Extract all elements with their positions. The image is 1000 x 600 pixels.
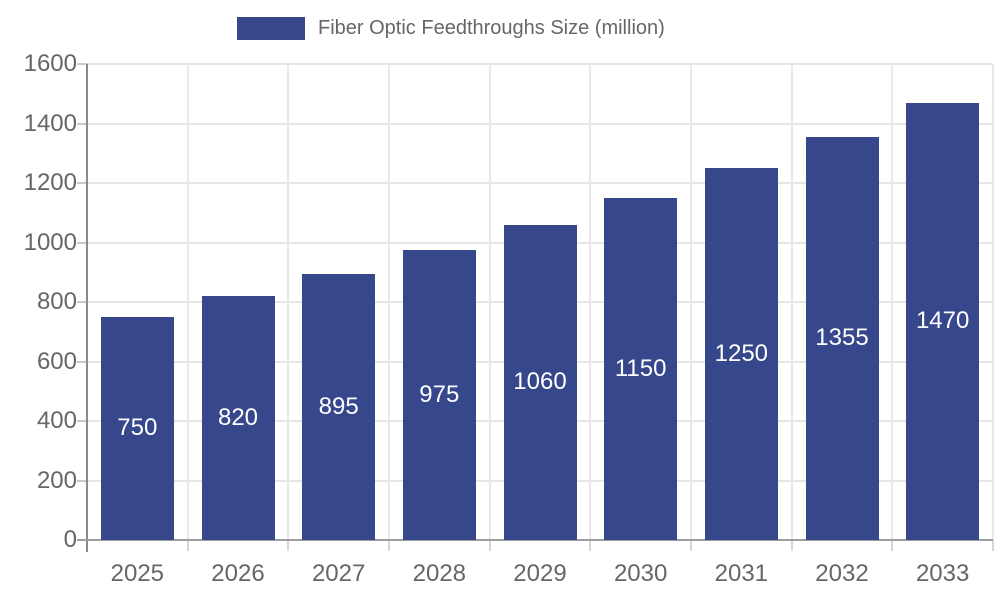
y-axis-tick bbox=[77, 301, 87, 303]
y-axis-line bbox=[86, 64, 88, 552]
bar[interactable] bbox=[201, 296, 275, 540]
h-gridline bbox=[87, 63, 993, 65]
y-tick-label: 200 bbox=[36, 466, 77, 494]
x-tick-label: 2028 bbox=[412, 560, 467, 587]
bar[interactable] bbox=[704, 168, 778, 540]
y-axis-tick bbox=[77, 360, 87, 363]
x-axis-tick bbox=[690, 540, 692, 551]
bar-value-label: 1470 bbox=[915, 307, 970, 335]
x-tick-label: 2026 bbox=[211, 560, 265, 587]
bar[interactable] bbox=[604, 197, 678, 540]
y-tick-label: 600 bbox=[36, 347, 77, 375]
y-axis-tick bbox=[77, 420, 87, 422]
x-tick-label: 2030 bbox=[613, 560, 668, 587]
y-axis-tick bbox=[77, 479, 87, 482]
x-tick-label: 2025 bbox=[110, 560, 165, 587]
y-axis-tick bbox=[77, 122, 87, 125]
legend-label: Fiber Optic Feedthroughs Size (million) bbox=[318, 17, 665, 39]
bar-value-label: 975 bbox=[419, 380, 460, 408]
bar-value-label: 1355 bbox=[815, 324, 869, 352]
h-gridline bbox=[87, 182, 993, 184]
y-tick-label: 1600 bbox=[23, 50, 77, 77]
x-axis-tick bbox=[388, 540, 390, 551]
bar[interactable] bbox=[805, 136, 879, 540]
v-gridline bbox=[690, 64, 692, 540]
v-gridline bbox=[186, 64, 189, 540]
y-axis-tick bbox=[77, 241, 87, 244]
v-gridline bbox=[891, 64, 894, 540]
x-axis-tick bbox=[589, 540, 592, 551]
v-gridline bbox=[488, 64, 491, 540]
v-gridline bbox=[388, 64, 390, 540]
v-gridline bbox=[992, 64, 994, 540]
bar[interactable] bbox=[100, 316, 174, 540]
bar[interactable] bbox=[906, 102, 980, 540]
bar[interactable] bbox=[302, 273, 376, 540]
bar[interactable] bbox=[503, 224, 577, 540]
x-axis-tick bbox=[287, 540, 290, 551]
v-gridline bbox=[287, 64, 290, 540]
x-axis-tick bbox=[790, 540, 793, 551]
legend[interactable]: Fiber Optic Feedthroughs Size (million) bbox=[237, 17, 665, 40]
bar[interactable] bbox=[402, 249, 476, 540]
y-tick-label: 400 bbox=[36, 407, 77, 434]
bar-value-label: 1060 bbox=[513, 368, 567, 396]
x-axis-tick bbox=[488, 540, 491, 551]
x-axis-line bbox=[77, 539, 993, 541]
legend-swatch bbox=[237, 17, 305, 40]
x-tick-label: 2033 bbox=[915, 560, 970, 587]
x-tick-label: 2031 bbox=[714, 560, 769, 587]
x-axis-tick bbox=[992, 540, 994, 551]
x-tick-label: 2032 bbox=[815, 560, 869, 587]
bar-value-label: 895 bbox=[318, 392, 359, 420]
v-gridline bbox=[589, 64, 592, 540]
y-tick-label: 0 bbox=[63, 526, 77, 553]
y-tick-label: 1400 bbox=[23, 109, 77, 137]
y-tick-label: 800 bbox=[36, 288, 77, 315]
v-gridline bbox=[790, 64, 793, 540]
bar-value-label: 1250 bbox=[714, 340, 769, 368]
h-gridline bbox=[87, 122, 993, 125]
bar-value-label: 750 bbox=[117, 414, 158, 442]
y-tick-label: 1200 bbox=[23, 169, 77, 196]
y-axis-tick bbox=[77, 182, 87, 184]
x-tick-label: 2027 bbox=[311, 560, 366, 587]
bar-value-label: 820 bbox=[217, 404, 259, 432]
x-axis-tick bbox=[891, 540, 894, 551]
y-axis-tick bbox=[77, 63, 87, 65]
x-axis-tick bbox=[186, 540, 189, 551]
bar-value-label: 1150 bbox=[614, 354, 667, 382]
y-tick-label: 1000 bbox=[23, 228, 77, 256]
x-tick-label: 2029 bbox=[513, 560, 567, 587]
